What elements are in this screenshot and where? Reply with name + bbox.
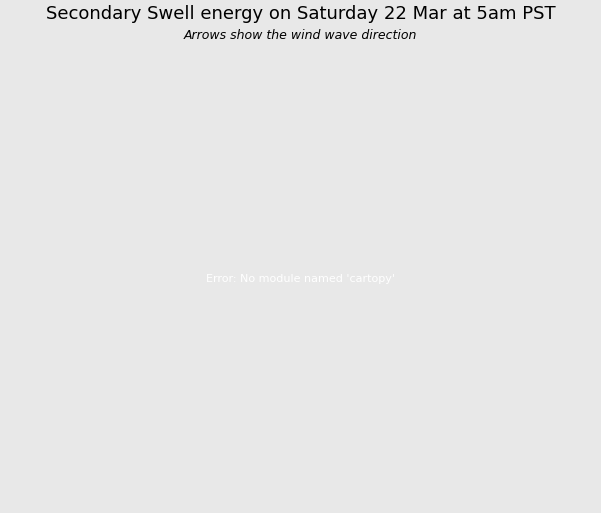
Text: Arrows show the wind wave direction: Arrows show the wind wave direction bbox=[184, 29, 417, 42]
Text: Error: No module named 'cartopy': Error: No module named 'cartopy' bbox=[206, 274, 395, 284]
Text: Secondary Swell energy on Saturday 22 Mar at 5am PST: Secondary Swell energy on Saturday 22 Ma… bbox=[46, 6, 555, 24]
